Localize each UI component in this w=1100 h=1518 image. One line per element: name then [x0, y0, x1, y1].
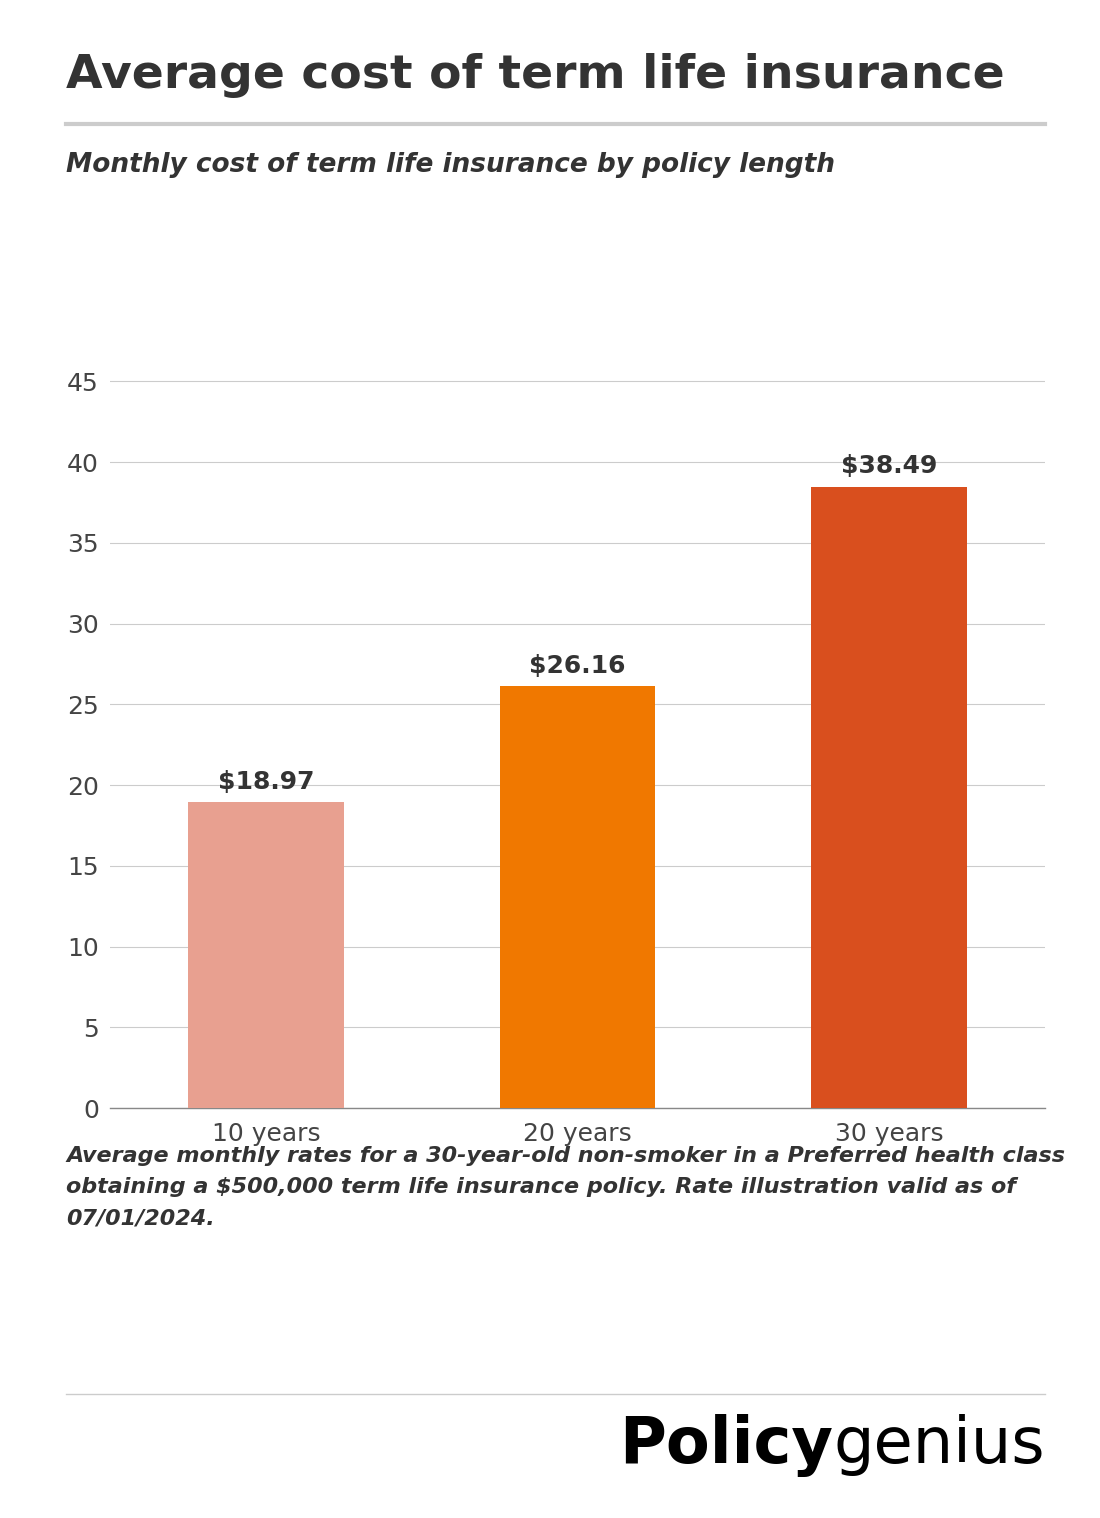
- Text: Policy: Policy: [619, 1413, 834, 1477]
- Text: $26.16: $26.16: [529, 654, 626, 677]
- Text: Average monthly rates for a 30-year-old non-smoker in a Preferred health class
o: Average monthly rates for a 30-year-old …: [66, 1146, 1065, 1228]
- Text: $38.49: $38.49: [842, 454, 937, 478]
- Text: Monthly cost of term life insurance by policy length: Monthly cost of term life insurance by p…: [66, 152, 835, 178]
- Text: genius: genius: [834, 1415, 1045, 1475]
- Text: $18.97: $18.97: [218, 770, 315, 794]
- Bar: [499, 686, 656, 1108]
- Bar: [812, 487, 967, 1108]
- Text: Average cost of term life insurance: Average cost of term life insurance: [66, 53, 1004, 99]
- Bar: [188, 802, 343, 1108]
